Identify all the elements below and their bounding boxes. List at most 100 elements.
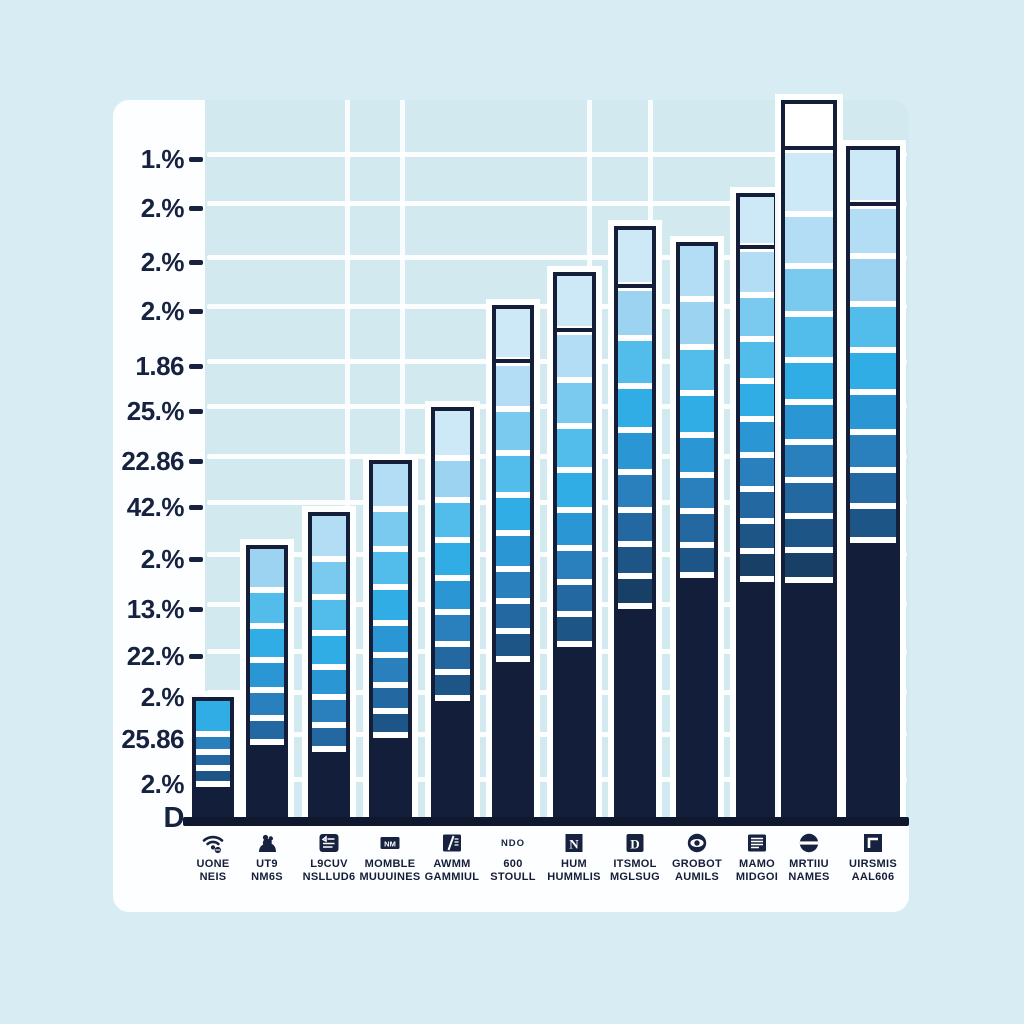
- bar-segment: [680, 246, 714, 296]
- bar-segment: [850, 353, 896, 389]
- bar-segment: [556, 473, 592, 507]
- x-axis-item-1: UONE NEIS: [163, 831, 263, 884]
- bar-segment: [618, 475, 652, 507]
- bar-segment: [250, 663, 284, 687]
- bar-segment: [196, 737, 230, 749]
- bar-segment: [618, 433, 652, 469]
- bar-segment: [434, 675, 470, 695]
- x-label-line1: UT9: [256, 858, 278, 870]
- x-label-line1: HUM: [561, 858, 587, 870]
- d-badge-icon: D: [626, 834, 644, 852]
- y-tick-label: 22.%: [126, 641, 185, 671]
- bar-base-segment: [785, 583, 833, 818]
- bar-segment: [312, 670, 346, 694]
- bar-segment: [785, 217, 833, 263]
- x-axis-item-8: D ITSMOL MGLSUG: [585, 831, 685, 884]
- v-gridline: [345, 100, 350, 818]
- bar-segment: [372, 464, 408, 506]
- stacked-bar-11: [781, 100, 837, 822]
- x-label-line2: GAMMIUL: [424, 871, 480, 884]
- stacked-bar-7: [552, 272, 596, 822]
- bar-base-segment: [434, 701, 470, 818]
- bar-segment: [680, 438, 714, 472]
- bar-segment: [372, 626, 408, 652]
- bar-segment: [850, 435, 896, 467]
- x-label-line2: MUUUINES: [359, 871, 421, 884]
- x-label-line2: NEIS: [199, 871, 227, 884]
- bar-segment: [250, 593, 284, 623]
- bar-segment: [850, 395, 896, 429]
- bar-segment: [740, 384, 774, 416]
- bar-segment: [496, 456, 530, 492]
- y-tick-mark: [189, 505, 203, 510]
- x-axis-item-2: UT9 NM6S: [217, 831, 317, 884]
- bar-segment: [785, 405, 833, 439]
- bar-segment: [680, 350, 714, 390]
- y-tick-mark: [189, 260, 203, 265]
- y-tick-mark: [189, 309, 203, 314]
- x-axis-item-6: NDO 600 STOULL: [463, 831, 563, 884]
- x-label-line1: ITSMOL: [613, 858, 657, 870]
- bar-segment: [434, 581, 470, 609]
- bar-segment: [496, 536, 530, 566]
- x-axis-item-11: MRTIIU NAMES: [759, 831, 859, 884]
- bar-segment: [850, 209, 896, 253]
- x-axis-item-3: L9CUV NSLLUD6: [279, 831, 379, 884]
- bar-segment: [312, 516, 346, 556]
- bar-segment: [250, 693, 284, 715]
- nm-badge-icon: NM: [380, 837, 400, 849]
- x-axis-item-12: UIRSMIS AAL606: [823, 831, 923, 884]
- bar-base-segment: [740, 582, 774, 818]
- eye-icon: [687, 833, 707, 853]
- bar-segment: [785, 445, 833, 477]
- y-tick-label: 25.%: [126, 396, 185, 426]
- bar-segment: [372, 688, 408, 708]
- bar-segment: [434, 543, 470, 575]
- y-tick-label: 2.%: [140, 769, 185, 799]
- x-axis-item-5: AWMM GAMMIUL: [402, 831, 502, 884]
- bar-segment: [434, 461, 470, 497]
- y-tick-label: 42.%: [126, 492, 185, 522]
- y-tick-mark: [189, 409, 203, 414]
- bar-segment: [372, 552, 408, 584]
- svg-text:NDO: NDO: [501, 838, 525, 849]
- x-label-line2: STOULL: [490, 871, 536, 884]
- bar-segment: [740, 197, 774, 243]
- bar-segment: [556, 383, 592, 423]
- bar-segment: [196, 701, 230, 731]
- x-axis-item-4: NM MOMBLE MUUUINES: [340, 831, 440, 884]
- stacked-bar-1: [192, 697, 234, 822]
- n-badge-icon: N: [565, 834, 583, 852]
- bar-segment: [434, 503, 470, 537]
- bar-segment: [618, 513, 652, 541]
- bar-segment: [680, 396, 714, 432]
- bar-segment: [312, 636, 346, 664]
- bar-segment: [496, 366, 530, 406]
- y-tick-label: 1.86: [135, 351, 184, 381]
- y-tick-mark: [189, 364, 203, 369]
- bar-base-segment: [618, 609, 652, 818]
- bar-base-segment: [250, 745, 284, 818]
- y-tick-mark: [189, 206, 203, 211]
- bar-segment: [618, 341, 652, 383]
- y-origin-label: D: [163, 802, 185, 834]
- bar-segment: [556, 585, 592, 611]
- x-label-line1: MOMBLE: [364, 858, 416, 870]
- bar-segment: [556, 551, 592, 579]
- bar-segment: [312, 600, 346, 630]
- x-label-line1: MAMO: [738, 858, 776, 870]
- stacked-bar-2: [246, 545, 288, 822]
- bar-segment: [740, 252, 774, 292]
- y-tick-label: 25.86: [121, 724, 184, 754]
- bar-segment: [618, 389, 652, 427]
- svg-text:NM: NM: [384, 840, 396, 849]
- h-gridline: [207, 152, 907, 157]
- bar-segment: [785, 483, 833, 513]
- x-label-line2: MIDGOI: [735, 871, 779, 884]
- bar-segment: [785, 363, 833, 399]
- bar-segment: [496, 572, 530, 598]
- x-label-line2: AUMILS: [675, 871, 719, 884]
- corner-square-icon: [864, 834, 882, 852]
- stacked-bar-9: [676, 242, 718, 822]
- stacked-bar-6: [492, 305, 534, 822]
